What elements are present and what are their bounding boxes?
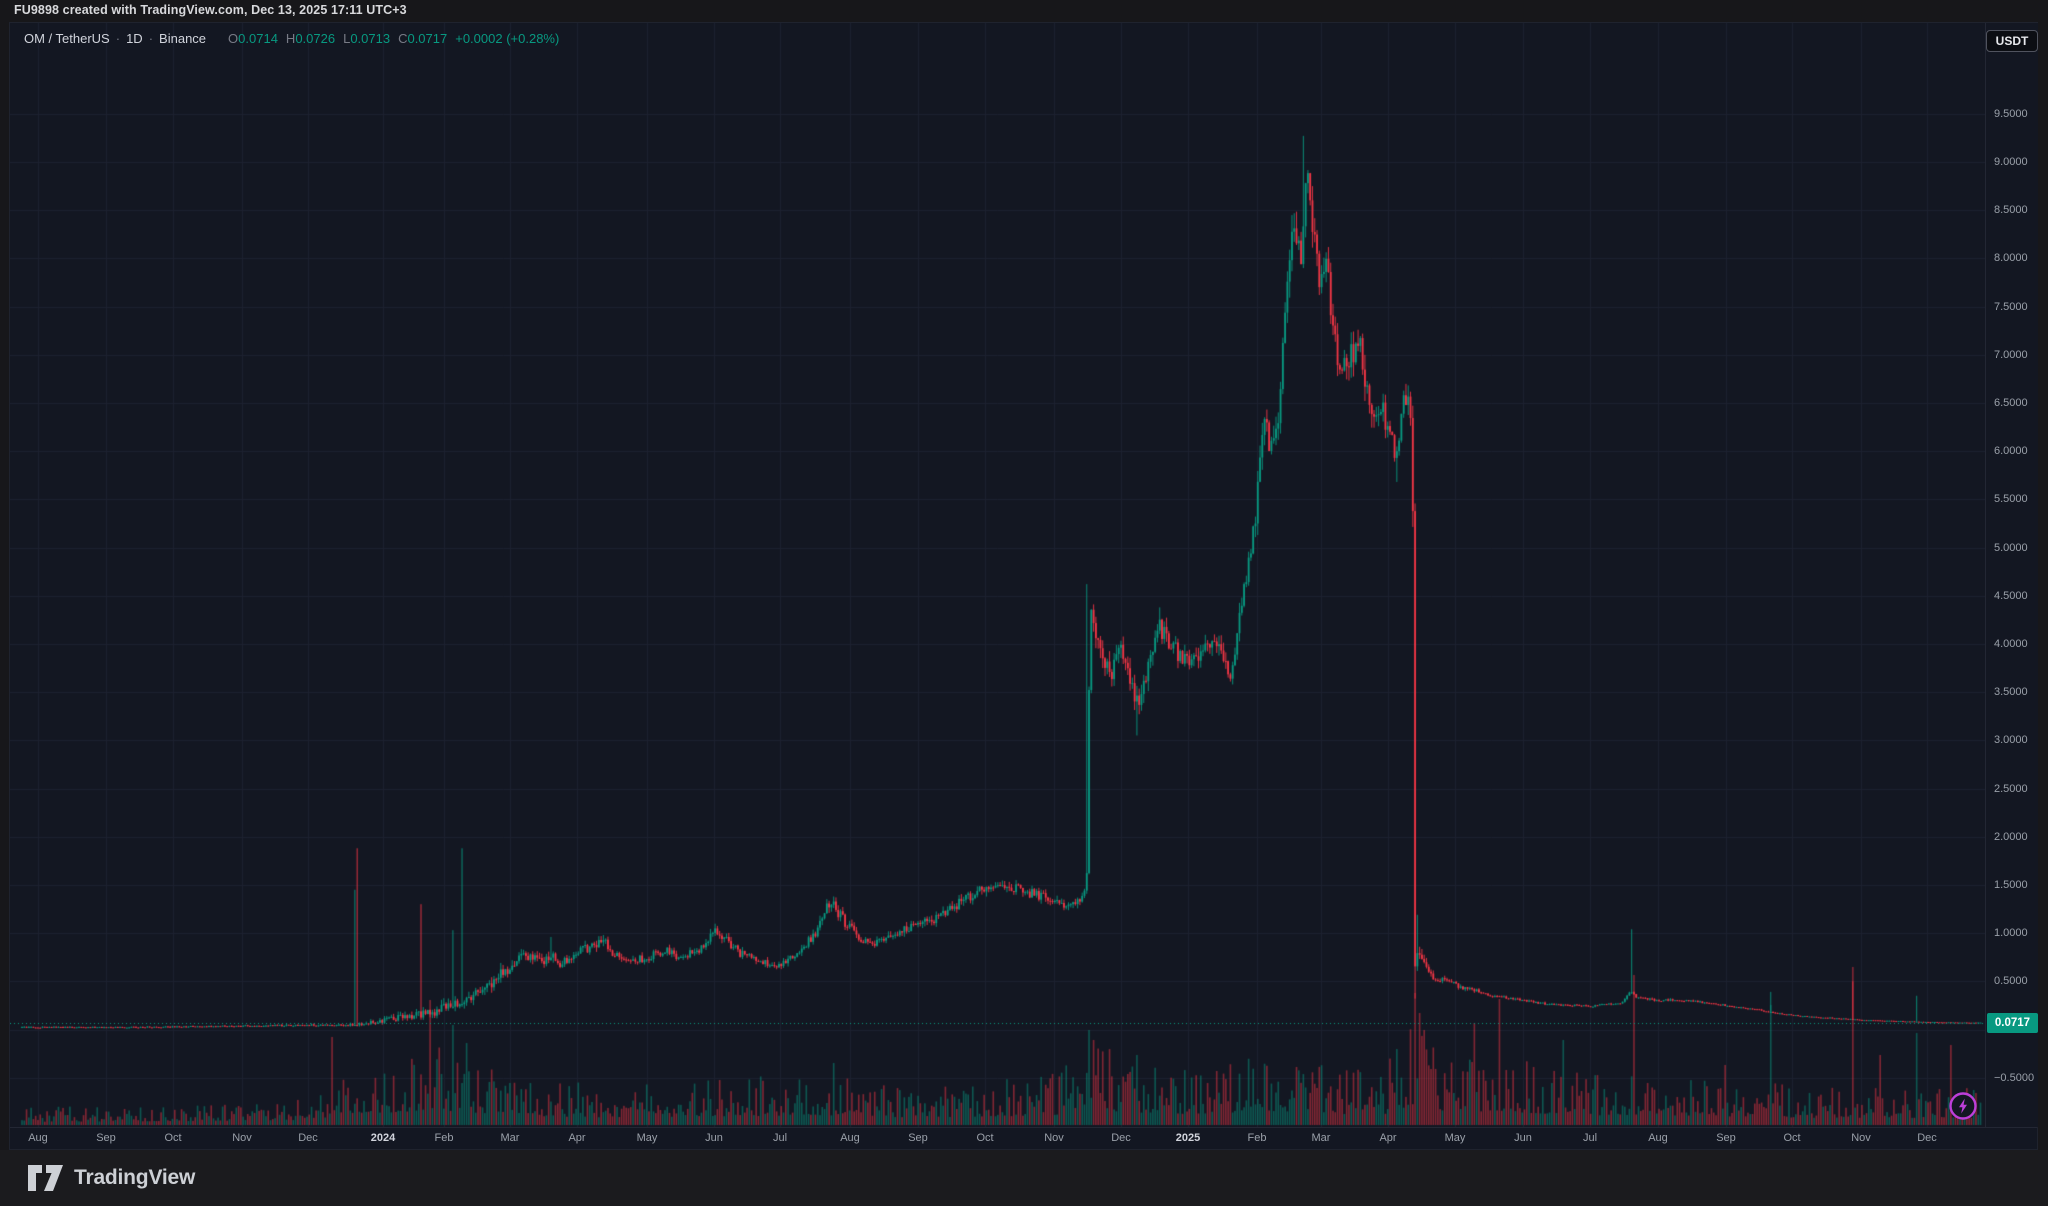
currency-button[interactable]: USDT [1986, 30, 2038, 52]
exchange-label: Binance [159, 31, 207, 46]
price-axis-label: 6.5000 [1994, 396, 2028, 409]
last-price-badge: 0.0717 [1987, 1012, 2038, 1033]
time-axis[interactable]: Aug Sep Oct Nov Dec 2024 Feb Mar Apr May Jun Jul Aug… [10, 1127, 2037, 1149]
attribution-text: FU9898 created with TradingView.com, Dec… [14, 3, 407, 17]
tradingview-mark-icon [28, 1165, 63, 1191]
time-axis-month-label: Mar [500, 1132, 520, 1144]
price-chart-canvas[interactable] [10, 23, 1985, 1127]
price-axis-label: 2.5000 [1994, 782, 2028, 795]
time-axis-month-label: Feb [434, 1132, 454, 1144]
low-label: L [343, 31, 351, 46]
time-axis-month-label: Aug [28, 1132, 48, 1144]
price-axis-label: 5.0000 [1994, 541, 2028, 554]
close-label: C [398, 31, 408, 46]
time-axis-month-label: Jun [1514, 1132, 1532, 1144]
price-axis-label: 3.5000 [1994, 686, 2028, 699]
tradingview-wordmark: TradingView [74, 1166, 196, 1189]
time-axis-month-label: Sep [96, 1132, 116, 1144]
price-axis-label: 2.0000 [1994, 830, 2028, 843]
time-axis-month-label: May [1444, 1132, 1466, 1144]
time-axis-month-label: Sep [908, 1132, 928, 1144]
time-axis-month-label: Jul [1582, 1132, 1598, 1144]
time-axis-year-label: 2025 [1175, 1132, 1201, 1144]
change-value: +0.0002 (+0.28%) [455, 31, 560, 46]
price-axis-label: 8.0000 [1994, 252, 2028, 265]
open-label: O [228, 31, 239, 46]
chart-panel: OM / TetherUS · 1D · Binance O0.0714 H0.0726 L0… [9, 22, 2038, 1150]
lightning-icon [1949, 1092, 1977, 1120]
legend-separator: · [115, 31, 121, 46]
time-axis-month-label: May [636, 1132, 658, 1144]
time-axis-month-label: Feb [1247, 1132, 1267, 1144]
attribution-bar: FU9898 created with TradingView.com, Dec… [0, 0, 2048, 22]
time-axis-month-label: Jun [705, 1132, 723, 1144]
time-axis-year-label: 2024 [370, 1132, 396, 1144]
time-axis-month-label: Dec [1917, 1132, 1937, 1144]
price-axis-label: 3.0000 [1994, 734, 2028, 747]
price-axis-label: 9.0000 [1994, 155, 2028, 168]
price-axis-label: 0.5000 [1994, 975, 2028, 988]
time-axis-month-label: Nov [1044, 1132, 1064, 1144]
open-value: 0.0714 [238, 31, 278, 46]
time-axis-month-label: Aug [840, 1132, 860, 1144]
price-axis-label: 4.5000 [1994, 589, 2028, 602]
time-axis-month-label: Oct [164, 1132, 182, 1144]
low-value: 0.0713 [350, 31, 391, 46]
price-axis-label: 7.0000 [1994, 348, 2028, 361]
time-axis-month-label: Mar [1311, 1132, 1331, 1144]
high-value: 0.0726 [295, 31, 336, 46]
time-axis-month-label: Dec [298, 1132, 318, 1144]
footer-bar: TradingView [0, 1150, 2048, 1206]
time-axis-month-label: Jul [772, 1132, 788, 1144]
time-axis-month-label: Apr [568, 1132, 586, 1144]
tradingview-logo[interactable]: TradingView [27, 1164, 195, 1192]
price-axis-label: 1.0000 [1994, 927, 2028, 940]
price-axis[interactable]: USDT 9.5000 9.0000 8.5000 8.0000 7.5000 7.000… [1985, 23, 2038, 1127]
price-axis-label: 9.5000 [1994, 107, 2028, 120]
time-axis-month-label: Nov [232, 1132, 252, 1144]
time-axis-month-label: Sep [1716, 1132, 1736, 1144]
high-label: H [285, 31, 296, 46]
price-axis-label: 7.5000 [1994, 300, 2028, 313]
symbol-legend[interactable]: OM / TetherUS · 1D · Binance O0.0714 H0.0726 L0… [24, 31, 559, 46]
interval-label[interactable]: 1D [126, 31, 143, 46]
time-axis-month-label: Aug [1648, 1132, 1668, 1144]
close-value: 0.0717 [407, 31, 448, 46]
price-axis-label: 4.0000 [1994, 637, 2028, 650]
time-axis-month-label: Apr [1379, 1132, 1397, 1144]
time-axis-month-label: Dec [1111, 1132, 1131, 1144]
ohlc-values: O0.0714 H0.0726 L0.0713 C0.0717 +0.0002 (+0.… [220, 31, 559, 46]
time-axis-month-label: Oct [976, 1132, 994, 1144]
price-axis-label: 8.5000 [1994, 204, 2028, 217]
time-axis-month-label: Oct [1783, 1132, 1801, 1144]
price-axis-label: 1.5000 [1994, 878, 2028, 891]
price-axis-label: 5.5000 [1994, 493, 2028, 506]
symbol-name[interactable]: OM / TetherUS [24, 31, 110, 46]
flash-boost-button[interactable] [1948, 1091, 1978, 1121]
price-axis-label: 6.0000 [1994, 445, 2028, 458]
price-axis-label: −0.5000 [1994, 1071, 2035, 1084]
time-axis-month-label: Nov [1851, 1132, 1871, 1144]
legend-separator: · [148, 31, 154, 46]
